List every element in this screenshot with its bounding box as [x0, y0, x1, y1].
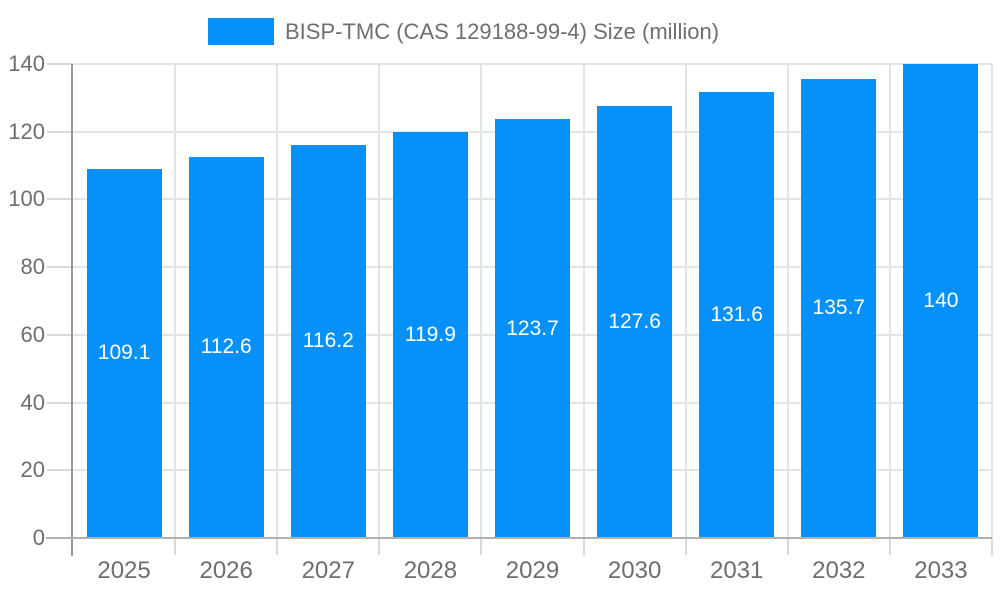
x-gridline	[684, 64, 687, 538]
y-axis-tick-label: 120	[8, 118, 45, 144]
x-axis-tick	[888, 539, 891, 555]
y-axis-tick	[47, 130, 72, 133]
bar[interactable]: 135.7	[801, 78, 877, 538]
y-axis-tick	[47, 63, 72, 65]
x-axis-tick-label: 2025	[97, 557, 151, 584]
y-axis-tick	[47, 401, 72, 404]
x-axis-tick	[582, 539, 585, 555]
x-axis-tick-label: 2029	[505, 557, 560, 584]
bar[interactable]: 119.9	[392, 132, 468, 538]
bar-value-label: 116.2	[302, 329, 354, 353]
bar-value-label: 123.7	[506, 316, 559, 340]
bar-value-label: 112.6	[200, 335, 252, 359]
x-axis-tick	[480, 539, 483, 555]
x-gridline	[786, 64, 789, 538]
x-axis-tick-label: 2033	[914, 557, 968, 584]
bar-value-label: 109.1	[97, 341, 151, 365]
y-axis-tick	[47, 333, 72, 336]
bar-value-label: 119.9	[404, 323, 456, 347]
y-axis-tick-label: 60	[20, 321, 45, 347]
y-axis-tick	[47, 469, 72, 472]
x-axis-tick-label: 2031	[710, 557, 764, 584]
bar[interactable]: 112.6	[188, 156, 264, 538]
bar-value-label: 131.6	[710, 303, 763, 327]
x-gridline	[378, 64, 381, 538]
y-gridline	[73, 63, 992, 65]
x-axis-tick-label: 2030	[607, 557, 662, 584]
x-gridline	[480, 64, 483, 538]
y-axis-line	[71, 64, 73, 556]
x-axis-tick-label: 2032	[812, 557, 866, 584]
bar-value-label: 140	[923, 289, 959, 312]
y-axis-tick-label: 80	[20, 254, 45, 280]
bar[interactable]: 109.1	[86, 168, 162, 538]
bar-value-label: 135.7	[812, 296, 866, 320]
x-axis-tick	[174, 539, 177, 555]
x-axis-line	[46, 537, 992, 539]
y-axis-tick-label: 100	[8, 186, 45, 212]
bar[interactable]: 131.6	[699, 92, 775, 538]
bar-value-label: 127.6	[608, 310, 661, 333]
y-axis-tick-label: 0	[32, 525, 45, 550]
y-axis-tick	[47, 198, 72, 201]
legend-swatch	[208, 18, 274, 45]
y-axis-tick	[47, 266, 72, 269]
x-gridline	[991, 64, 993, 538]
plot-area: 0 20 40 60 80 100 120 140 109.1 2025 112.6 2026 116.…	[8, 51, 993, 584]
x-axis-tick	[991, 539, 993, 555]
x-axis-tick	[276, 539, 279, 555]
y-axis-tick-label: 40	[20, 389, 45, 415]
x-gridline	[174, 64, 177, 538]
x-axis-tick-label: 2028	[403, 557, 458, 584]
x-axis-tick	[684, 539, 687, 555]
y-axis-tick-label: 20	[20, 457, 45, 483]
x-gridline	[582, 64, 585, 538]
x-gridline	[276, 64, 279, 538]
x-gridline	[888, 64, 891, 538]
x-axis-tick	[786, 539, 789, 555]
bar[interactable]: 123.7	[495, 119, 570, 538]
y-axis-tick-label: 140	[8, 51, 45, 76]
x-axis-tick	[378, 539, 381, 555]
legend-label: BISP-TMC (CAS 129188-99-4) Size (million…	[285, 19, 720, 44]
legend-item[interactable]: BISP-TMC (CAS 129188-99-4) Size (million…	[208, 18, 719, 45]
bar[interactable]: 116.2	[290, 144, 366, 538]
bar[interactable]: 127.6	[597, 105, 673, 538]
bar[interactable]: 140	[903, 64, 979, 538]
x-axis-tick-label: 2026	[199, 557, 253, 584]
x-axis-tick-label: 2027	[301, 557, 355, 584]
